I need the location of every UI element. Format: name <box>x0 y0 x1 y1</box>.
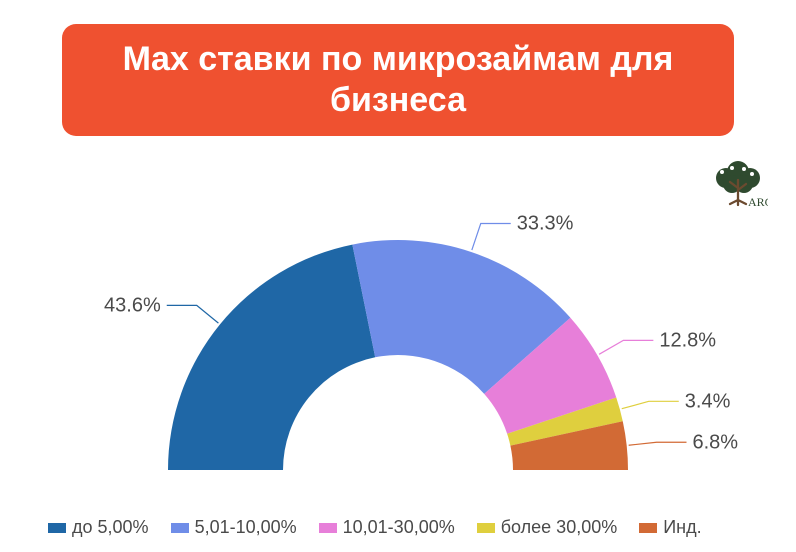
legend-swatch-3 <box>477 523 495 533</box>
legend-swatch-0 <box>48 523 66 533</box>
leader-1 <box>472 224 511 251</box>
legend-item-1: 5,01-10,00% <box>171 517 297 538</box>
legend-label-3: более 30,00% <box>501 517 618 538</box>
donut-chart: 43.6% 33.3% 12.8% 3.4% 6.8% <box>48 180 748 500</box>
slice-label-2: 12.8% <box>659 329 716 351</box>
leader-2 <box>599 340 653 354</box>
logo-label-text: ARG <box>748 195 768 209</box>
slice-0 <box>168 245 375 470</box>
slice-label-0: 43.6% <box>104 294 161 316</box>
legend-item-4: Инд. <box>639 517 701 538</box>
legend-label-2: 10,01-30,00% <box>343 517 455 538</box>
title-box: Max ставки по микрозаймам для бизнеса <box>62 24 734 136</box>
slice-label-1: 33.3% <box>517 213 574 235</box>
legend-item-2: 10,01-30,00% <box>319 517 455 538</box>
leader-4 <box>629 442 687 445</box>
legend-item-0: до 5,00% <box>48 517 149 538</box>
legend-item-3: более 30,00% <box>477 517 618 538</box>
legend-swatch-1 <box>171 523 189 533</box>
slice-label-3: 3.4% <box>685 390 731 412</box>
legend-swatch-4 <box>639 523 657 533</box>
legend-swatch-2 <box>319 523 337 533</box>
container: Max ставки по микрозаймам для бизнеса AR… <box>0 0 796 552</box>
chart-wrap: 43.6% 33.3% 12.8% 3.4% 6.8% <box>48 180 748 500</box>
legend-label-0: до 5,00% <box>72 517 149 538</box>
slice-label-4: 6.8% <box>693 431 739 453</box>
title-text: Max ставки по микрозаймам для бизнеса <box>82 39 714 121</box>
legend: до 5,00% 5,01-10,00% 10,01-30,00% более 30,… <box>48 517 748 538</box>
legend-label-4: Инд. <box>663 517 701 538</box>
leader-0 <box>167 305 219 323</box>
leader-3 <box>622 401 679 408</box>
legend-label-1: 5,01-10,00% <box>195 517 297 538</box>
